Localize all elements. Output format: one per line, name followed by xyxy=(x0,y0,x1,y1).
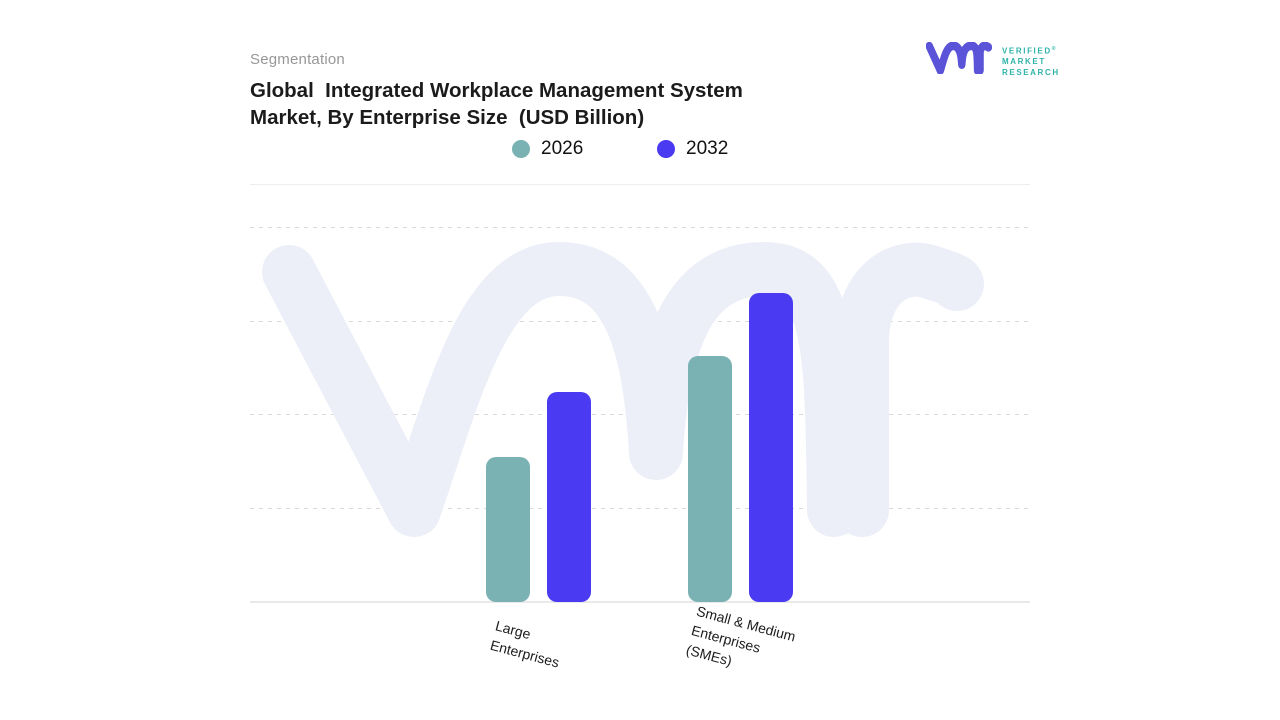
plot-area xyxy=(250,227,1030,603)
gridline xyxy=(250,227,1030,228)
x-axis-line xyxy=(250,601,1030,603)
registered-trademark-icon: ® xyxy=(1051,46,1056,52)
bar-2026-smes xyxy=(688,356,732,602)
logo-word-market: MARKET xyxy=(1002,57,1046,67)
vmr-watermark-icon xyxy=(262,242,984,537)
legend-dot-2032 xyxy=(657,140,675,158)
legend-dot-2026 xyxy=(512,140,530,158)
logo-word-verified: VERIFIED xyxy=(1002,46,1052,56)
legend-item-2032: 2032 xyxy=(657,138,728,160)
eyebrow-segmentation: Segmentation xyxy=(250,51,345,68)
vmr-logo-wordmark: VERIFIED® MARKET RESEARCH xyxy=(1002,44,1060,78)
chart-title: Global Integrated Workplace Management S… xyxy=(250,77,870,131)
x-axis-label-smes: Small & Medium Enterprises (SMEs) xyxy=(684,601,798,685)
gridline xyxy=(250,508,1030,509)
vmr-logo: VERIFIED® MARKET RESEARCH xyxy=(926,40,1076,84)
logo-word-research: RESEARCH xyxy=(1002,67,1060,77)
bar-2032-large-enterprises xyxy=(547,392,591,602)
header-divider-line xyxy=(250,184,1030,185)
legend-label-2026: 2026 xyxy=(541,138,584,159)
legend-label-2032: 2032 xyxy=(686,138,729,159)
chart-title-line1: Global Integrated Workplace Management S… xyxy=(250,79,743,102)
bar-2026-large-enterprises xyxy=(486,457,530,602)
x-axis-label-large-enterprises: Large Enterprises xyxy=(488,616,567,673)
legend-item-2026: 2026 xyxy=(512,138,583,160)
vmr-logo-icon xyxy=(926,42,992,74)
bar-2032-smes xyxy=(749,293,793,602)
chart-title-line2: Market, By Enterprise Size (USD Billion) xyxy=(250,106,645,129)
